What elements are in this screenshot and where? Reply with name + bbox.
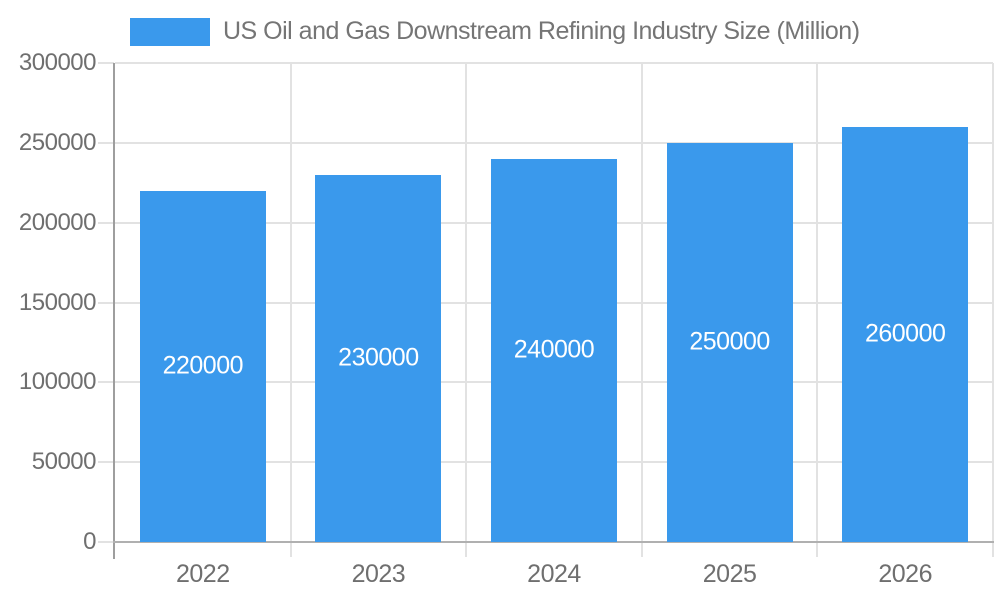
x-tick-label: 2022 bbox=[175, 560, 230, 588]
x-tick bbox=[992, 543, 994, 557]
y-axis-line bbox=[113, 63, 115, 559]
y-tick-label: 150000 bbox=[18, 288, 97, 316]
y-tick bbox=[98, 461, 114, 464]
x-tick-label: 2026 bbox=[878, 560, 932, 588]
bar[interactable]: 260000 bbox=[842, 126, 969, 542]
bar-value-label: 220000 bbox=[162, 351, 244, 380]
y-tick-label: 50000 bbox=[31, 448, 97, 476]
y-tick bbox=[98, 141, 114, 144]
y-tick-label: 300000 bbox=[18, 49, 97, 76]
bar[interactable]: 220000 bbox=[139, 190, 266, 542]
y-tick bbox=[98, 62, 114, 64]
x-tick-label: 2023 bbox=[351, 560, 406, 588]
gridline-horizontal bbox=[115, 141, 993, 144]
y-tick bbox=[98, 221, 114, 224]
y-tick bbox=[98, 301, 114, 304]
gridline-vertical bbox=[992, 63, 994, 542]
x-tick bbox=[289, 543, 292, 557]
bar-value-label: 250000 bbox=[689, 327, 770, 356]
legend[interactable]: US Oil and Gas Downstream Refining Indus… bbox=[130, 17, 860, 46]
y-tick-label: 200000 bbox=[18, 208, 97, 236]
legend-label: US Oil and Gas Downstream Refining Indus… bbox=[223, 17, 860, 45]
x-tick-label: 2024 bbox=[527, 560, 581, 588]
x-tick-label: 2025 bbox=[702, 560, 757, 588]
gridline-vertical bbox=[640, 63, 643, 542]
bar[interactable]: 240000 bbox=[491, 158, 617, 542]
x-tick bbox=[640, 543, 643, 557]
gridline-vertical bbox=[289, 63, 292, 542]
bar[interactable]: 230000 bbox=[315, 174, 442, 542]
x-tick bbox=[465, 543, 468, 557]
y-tick bbox=[98, 381, 114, 384]
x-tick bbox=[816, 543, 819, 557]
gridline-vertical bbox=[816, 63, 819, 542]
bar-value-label: 240000 bbox=[513, 335, 595, 364]
y-tick bbox=[98, 541, 114, 543]
y-tick-label: 0 bbox=[83, 528, 96, 555]
y-tick-label: 250000 bbox=[18, 128, 97, 156]
bar-value-label: 260000 bbox=[864, 319, 946, 348]
bar[interactable]: 250000 bbox=[666, 142, 793, 542]
bar-value-label: 230000 bbox=[338, 343, 419, 372]
gridline-vertical bbox=[465, 63, 468, 542]
x-axis-line bbox=[113, 541, 994, 543]
y-tick-label: 100000 bbox=[18, 368, 97, 396]
gridline-horizontal bbox=[115, 62, 993, 64]
legend-swatch[interactable] bbox=[130, 17, 210, 46]
